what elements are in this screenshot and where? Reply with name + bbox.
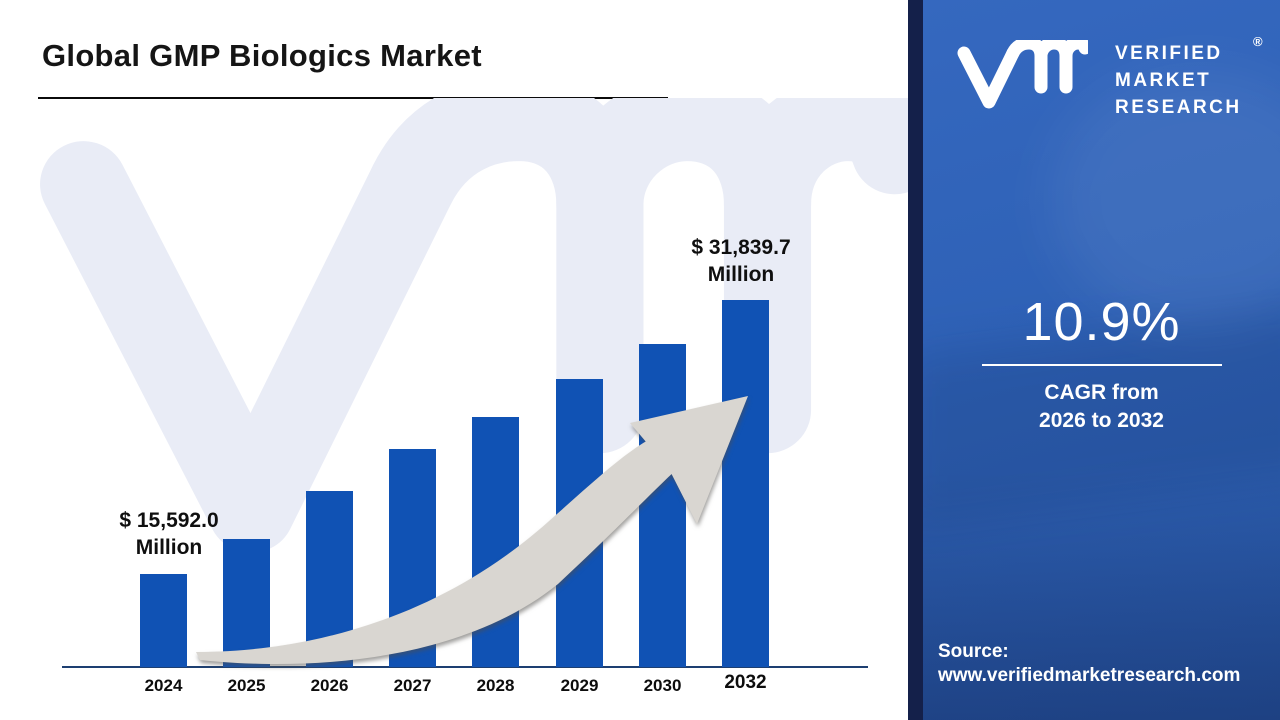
cagr-divider-line [981,364,1222,366]
last-bar-value-label: $ 31,839.7 Million [656,234,826,288]
bar-chart: $ 15,592.0 Million $ 31,839.7 Million 20… [62,234,868,695]
brand-line-market: MARKET [1115,70,1212,91]
bar-2024 [140,574,187,667]
bar-2029 [556,379,603,667]
bar-2030 [639,344,686,667]
x-tick-2024: 2024 [144,676,183,695]
x-tick-2027: 2027 [393,676,432,695]
sidebar-divider-strip [908,0,923,720]
cagr-caption-line2: 2026 to 2032 [1039,409,1164,432]
x-tick-2032: 2032 [724,672,767,693]
source-label: Source: [938,641,1009,662]
cagr-caption: CAGR from 2026 to 2032 [923,379,1280,435]
source-url: www.verifiedmarketresearch.com [938,665,1241,686]
last-bar-unit: Million [707,263,775,286]
registered-trademark-icon: ® [1253,34,1263,49]
first-bar-unit: Million [135,536,203,559]
x-tick-2030: 2030 [643,676,682,695]
sidebar-bottom-shade [923,470,1280,720]
x-tick-2025: 2025 [227,676,266,695]
x-tick-2028: 2028 [476,676,515,695]
cagr-block: 10.9% CAGR from 2026 to 2032 [923,293,1280,435]
source-block: Source: www.verifiedmarketresearch.com [938,640,1240,688]
first-bar-value-label: $ 15,592.0 Million [84,507,254,561]
x-tick-2029: 2029 [560,676,599,695]
brand-line-verified: VERIFIED [1115,43,1223,64]
bar-2032 [722,300,769,667]
bar-2028 [472,417,519,667]
x-tick-2026: 2026 [310,676,349,695]
sidebar: VERIFIED MARKET RESEARCH ® 10.9% CAGR fr… [923,0,1280,720]
cagr-caption-line1: CAGR from [1044,381,1159,404]
page-title: Global GMP Biologics Market [42,38,482,73]
bar-2026 [306,491,353,667]
brand-name: VERIFIED MARKET RESEARCH [1115,40,1242,121]
vmr-logo-icon [943,40,1101,112]
brand-line-research: RESEARCH [1115,97,1242,118]
cagr-value: 10.9% [1022,292,1181,352]
sidebar-photo-highlight [1050,70,1280,330]
growth-arrow-icon [196,396,748,665]
x-axis-line [62,666,868,668]
bar-2025 [223,539,270,667]
last-bar-value: $ 31,839.7 [691,236,791,259]
bar-2027 [389,449,436,667]
first-bar-value: $ 15,592.0 [119,509,219,532]
